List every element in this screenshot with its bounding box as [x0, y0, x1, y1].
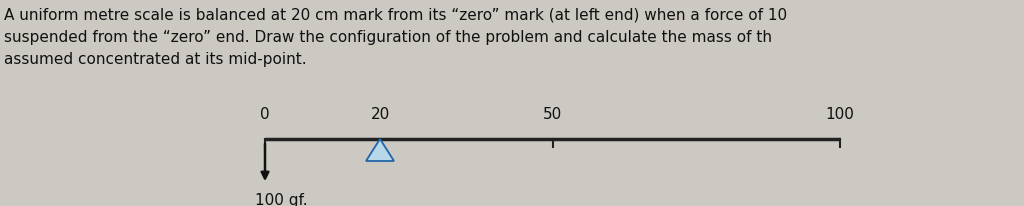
Polygon shape — [366, 139, 394, 161]
Text: 50: 50 — [543, 107, 562, 121]
Text: A uniform metre scale is balanced at 20 cm mark from its “zero” mark (at left en: A uniform metre scale is balanced at 20 … — [4, 8, 787, 23]
Text: suspended from the “zero” end. Draw the configuration of the problem and calcula: suspended from the “zero” end. Draw the … — [4, 30, 772, 45]
Text: assumed concentrated at its mid-point.: assumed concentrated at its mid-point. — [4, 52, 306, 67]
Text: 100: 100 — [825, 107, 854, 121]
Text: 0: 0 — [260, 107, 269, 121]
Text: 20: 20 — [371, 107, 389, 121]
Text: 100 gf.: 100 gf. — [255, 192, 307, 206]
